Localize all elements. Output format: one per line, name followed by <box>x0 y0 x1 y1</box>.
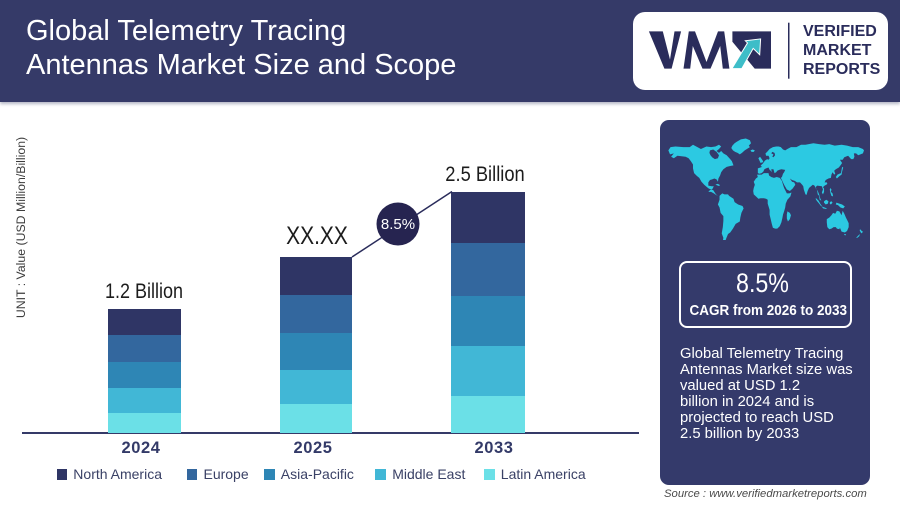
svg-text:8.5%: 8.5% <box>381 216 415 233</box>
svg-text:REPORTS: REPORTS <box>803 61 881 78</box>
svg-text:MARKET: MARKET <box>803 42 872 59</box>
svg-text:VERIFIED: VERIFIED <box>803 23 877 40</box>
